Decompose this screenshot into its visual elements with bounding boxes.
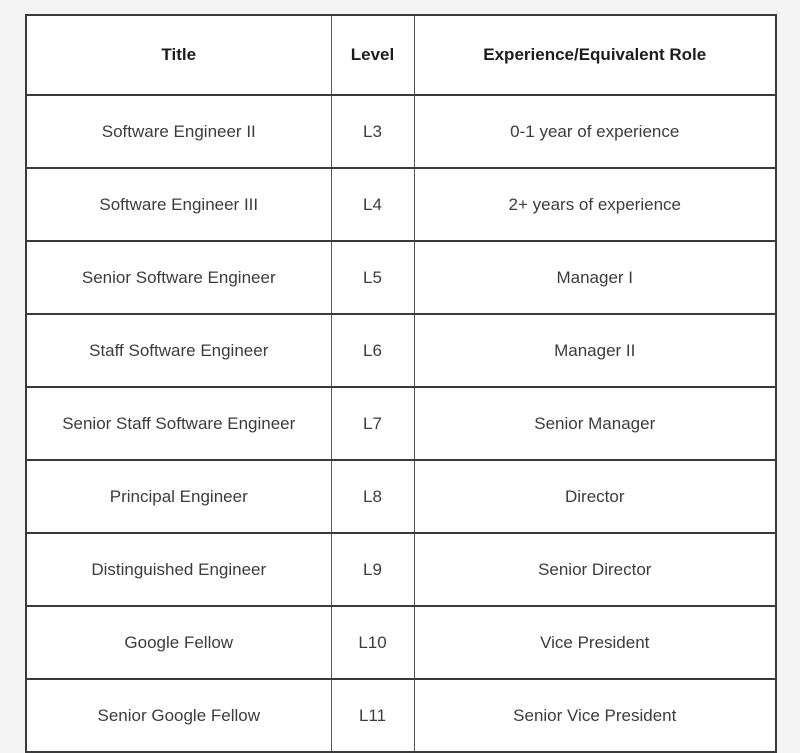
- table-row: Staff Software Engineer L6 Manager II: [25, 313, 777, 388]
- cell-experience: Senior Director: [413, 532, 777, 607]
- levels-table-container: Title Level Experience/Equivalent Role S…: [25, 14, 777, 753]
- cell-level: L8: [330, 459, 415, 534]
- cell-experience: Senior Vice President: [413, 678, 777, 753]
- cell-level: L10: [330, 605, 415, 680]
- column-header-title: Title: [25, 14, 332, 96]
- cell-title: Google Fellow: [25, 605, 332, 680]
- cell-level: L5: [330, 240, 415, 315]
- table-row: Distinguished Engineer L9 Senior Directo…: [25, 532, 777, 607]
- cell-level: L7: [330, 386, 415, 461]
- cell-experience: Vice President: [413, 605, 777, 680]
- cell-level: L4: [330, 167, 415, 242]
- table-row: Google Fellow L10 Vice President: [25, 605, 777, 680]
- cell-title: Staff Software Engineer: [25, 313, 332, 388]
- engineering-levels-table: Title Level Experience/Equivalent Role S…: [25, 14, 777, 753]
- cell-title: Senior Staff Software Engineer: [25, 386, 332, 461]
- cell-level: L3: [330, 94, 415, 169]
- cell-title: Principal Engineer: [25, 459, 332, 534]
- table-body: Software Engineer II L3 0-1 year of expe…: [25, 94, 777, 753]
- page-root: Title Level Experience/Equivalent Role S…: [25, 14, 777, 753]
- table-row: Software Engineer III L4 2+ years of exp…: [25, 167, 777, 242]
- column-header-experience: Experience/Equivalent Role: [413, 14, 777, 96]
- cell-experience: 0-1 year of experience: [413, 94, 777, 169]
- cell-level: L9: [330, 532, 415, 607]
- table-row: Senior Software Engineer L5 Manager I: [25, 240, 777, 315]
- table-row: Senior Staff Software Engineer L7 Senior…: [25, 386, 777, 461]
- cell-title: Software Engineer II: [25, 94, 332, 169]
- cell-title: Senior Google Fellow: [25, 678, 332, 753]
- table-row: Software Engineer II L3 0-1 year of expe…: [25, 94, 777, 169]
- cell-title: Software Engineer III: [25, 167, 332, 242]
- table-row: Senior Google Fellow L11 Senior Vice Pre…: [25, 678, 777, 753]
- cell-level: L11: [330, 678, 415, 753]
- column-header-level: Level: [330, 14, 415, 96]
- cell-level: L6: [330, 313, 415, 388]
- table-header-row: Title Level Experience/Equivalent Role: [25, 14, 777, 96]
- cell-experience: Manager II: [413, 313, 777, 388]
- table-header: Title Level Experience/Equivalent Role: [25, 14, 777, 96]
- cell-title: Distinguished Engineer: [25, 532, 332, 607]
- cell-experience: Senior Manager: [413, 386, 777, 461]
- cell-experience: 2+ years of experience: [413, 167, 777, 242]
- table-row: Principal Engineer L8 Director: [25, 459, 777, 534]
- cell-title: Senior Software Engineer: [25, 240, 332, 315]
- cell-experience: Manager I: [413, 240, 777, 315]
- cell-experience: Director: [413, 459, 777, 534]
